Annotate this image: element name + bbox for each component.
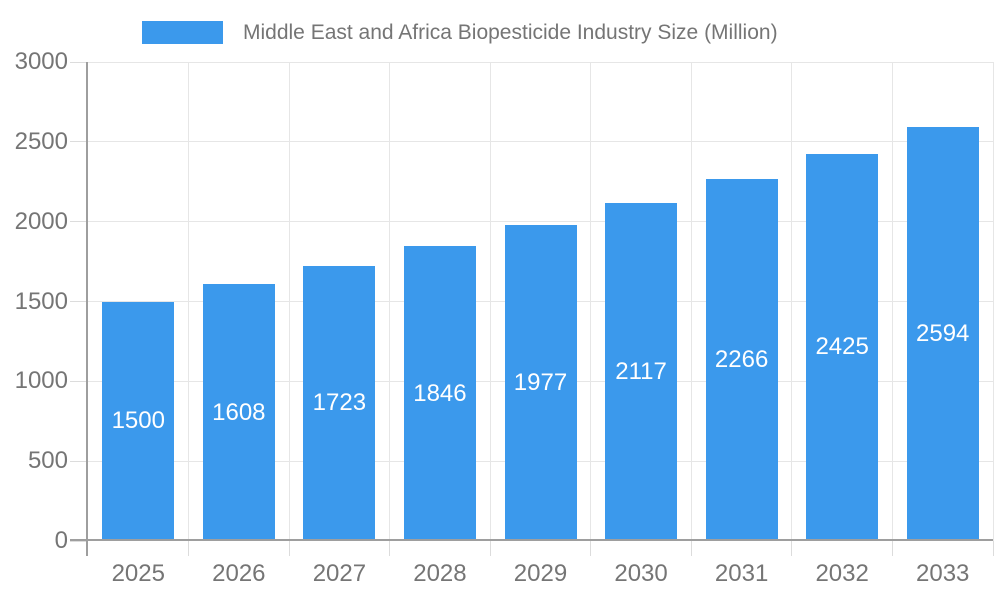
x-axis-tick <box>891 541 893 556</box>
x-axis-tick <box>489 541 491 556</box>
bar-value-label: 2425 <box>815 333 869 361</box>
bar[interactable]: 2117 <box>605 202 678 541</box>
gridline-vertical <box>690 62 692 541</box>
bar[interactable]: 2594 <box>906 126 979 541</box>
x-axis-tick-label: 2032 <box>815 560 869 587</box>
bar-value-label: 1608 <box>212 398 266 426</box>
x-axis-tick <box>992 541 994 556</box>
x-axis-tick-label: 2030 <box>614 560 668 587</box>
y-axis-tick-label: 3000 <box>14 48 68 75</box>
y-axis-tick-label: 1000 <box>14 367 68 395</box>
y-axis-tick <box>70 460 88 462</box>
x-axis-tick-label: 2031 <box>714 560 769 587</box>
gridline-vertical <box>891 62 893 541</box>
x-axis-tick-label: 2033 <box>916 560 970 587</box>
bar[interactable]: 1846 <box>403 246 476 541</box>
x-axis-tick-label: 2026 <box>212 560 266 587</box>
bar-value-label: 1500 <box>111 407 165 435</box>
bar-value-label: 1977 <box>513 369 568 397</box>
gridline-vertical <box>389 62 391 541</box>
x-axis-tick <box>590 541 592 556</box>
y-axis-tick <box>70 380 88 382</box>
y-axis-tick-label: 500 <box>27 447 68 475</box>
y-axis-tick <box>70 221 88 223</box>
y-axis-tick-label: 1500 <box>14 287 68 315</box>
x-axis-tick <box>288 541 290 556</box>
y-axis-tick <box>70 540 88 542</box>
y-axis-line <box>86 62 88 556</box>
chart-legend[interactable]: Middle East and Africa Biopesticide Indu… <box>142 20 778 45</box>
x-axis-tick <box>791 541 793 556</box>
x-axis-line <box>70 539 993 541</box>
x-axis-tick-label: 2027 <box>312 560 367 587</box>
gridline-vertical <box>590 62 592 541</box>
x-axis-tick-label: 2028 <box>413 560 467 587</box>
y-axis-tick-label: 2500 <box>14 127 68 155</box>
bar-value-label: 2266 <box>714 346 769 374</box>
bar[interactable]: 2266 <box>705 179 778 541</box>
bar[interactable]: 1500 <box>102 301 175 541</box>
gridline-horizontal <box>88 141 993 143</box>
gridline-vertical <box>791 62 793 541</box>
legend-swatch[interactable] <box>142 21 223 44</box>
y-axis-tick-label: 0 <box>54 527 68 554</box>
bar-value-label: 1723 <box>312 389 367 417</box>
x-axis-tick <box>188 541 190 556</box>
x-axis-tick <box>690 541 692 556</box>
bar[interactable]: 1608 <box>202 284 275 541</box>
gridline-vertical <box>188 62 190 541</box>
bar[interactable]: 1977 <box>504 225 577 541</box>
gridline-horizontal <box>88 61 993 63</box>
gridline-vertical <box>489 62 491 541</box>
bar-value-label: 2117 <box>615 357 667 385</box>
legend-label: Middle East and Africa Biopesticide Indu… <box>243 20 778 44</box>
y-axis-tick <box>70 301 88 302</box>
bar[interactable]: 1723 <box>303 265 376 541</box>
gridline-vertical <box>992 62 994 541</box>
bar[interactable]: 2425 <box>806 153 879 541</box>
gridline-vertical <box>288 62 290 541</box>
x-axis-tick-label: 2025 <box>111 560 165 587</box>
bar-value-label: 1846 <box>413 379 467 407</box>
x-axis-tick-label: 2029 <box>513 560 568 587</box>
x-axis-tick <box>389 541 391 556</box>
y-axis-tick-label: 2000 <box>14 207 68 235</box>
y-axis-tick <box>70 141 88 143</box>
y-axis-tick <box>70 61 88 63</box>
gridline-horizontal <box>88 221 993 223</box>
bar-value-label: 2594 <box>916 319 970 347</box>
